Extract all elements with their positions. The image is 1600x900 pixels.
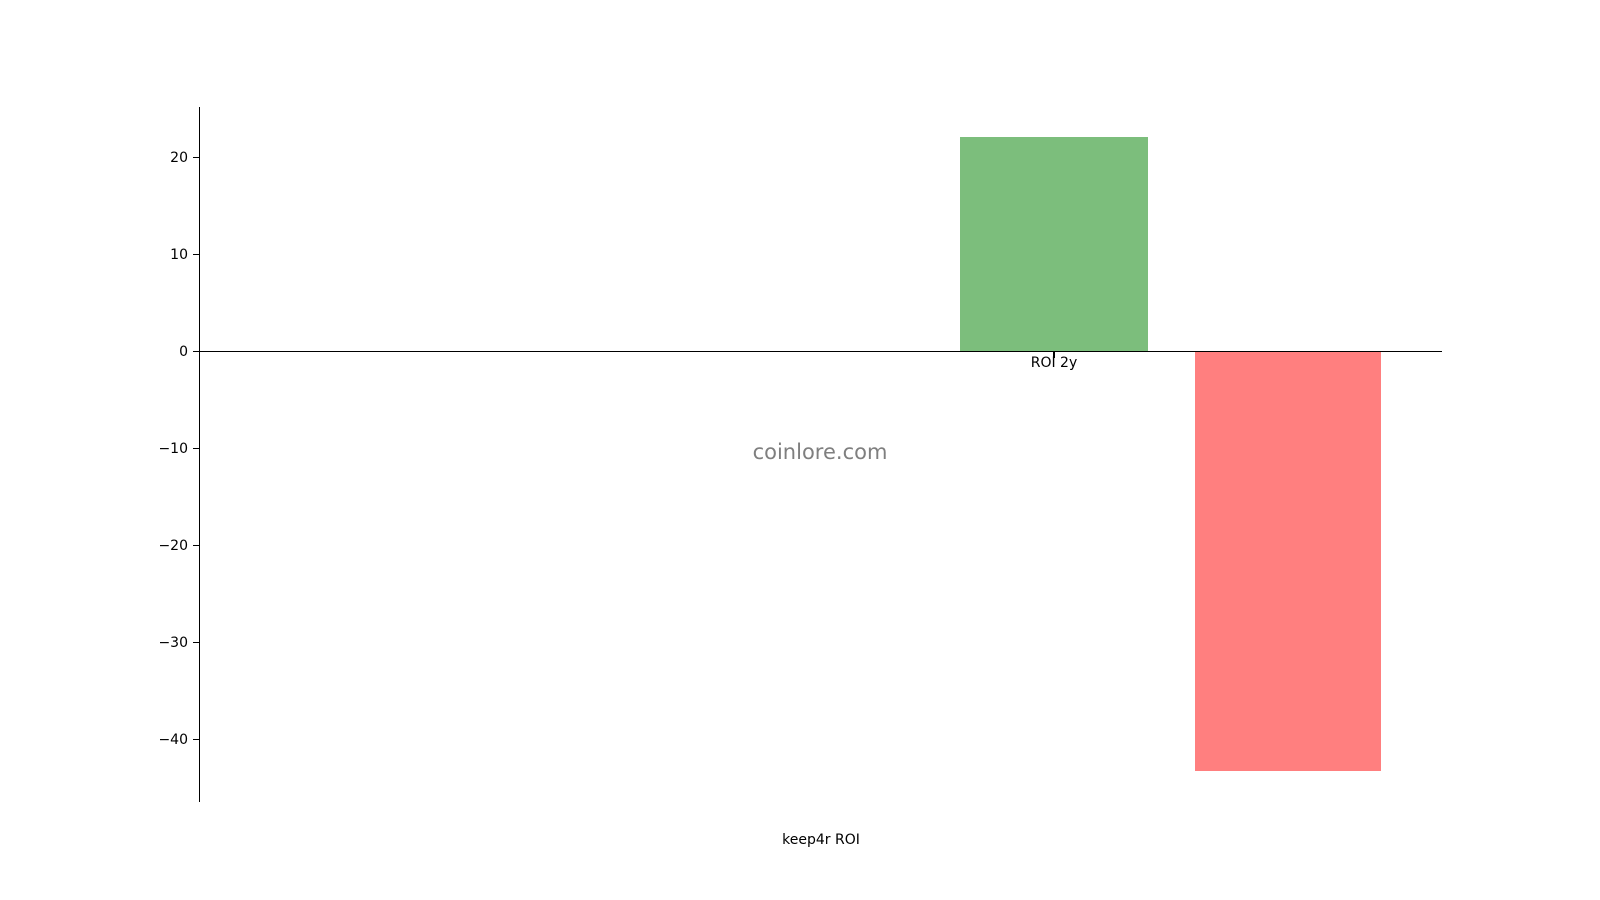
watermark-text: coinlore.com [752,440,888,464]
bar-roi-2y-positive [960,137,1148,352]
y-tick-label: −10 [158,440,188,457]
x-axis-zero-line [198,350,1442,353]
x-axis-title: keep4r ROI [782,832,860,848]
y-tick-mark [193,253,199,256]
x-tick-mark [1053,352,1055,358]
y-tick-mark [193,738,199,741]
y-tick-label: 10 [170,246,188,263]
y-tick-label: 0 [179,343,188,360]
y-tick-mark [193,447,199,450]
y-tick-mark [193,350,199,353]
y-tick-label: −30 [158,634,188,651]
y-tick-label: −40 [158,731,188,748]
y-tick-mark [193,156,199,159]
x-tick-label: ROI 2y [1030,355,1078,371]
y-tick-mark [193,641,199,644]
y-axis-spine [198,107,200,802]
y-tick-mark [193,544,199,547]
y-tick-label: −20 [158,537,188,554]
bar-roi-negative [1195,351,1381,771]
y-tick-label: 20 [170,149,188,166]
